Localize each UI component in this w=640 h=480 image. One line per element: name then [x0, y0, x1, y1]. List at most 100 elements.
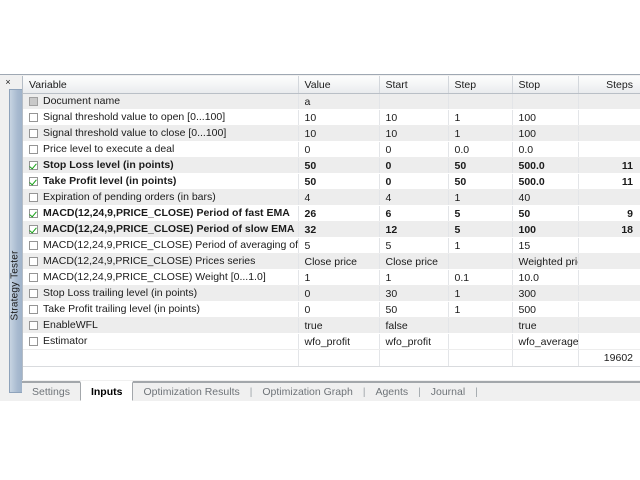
cell-step[interactable]: 0.0 [448, 141, 513, 158]
cell-stop[interactable]: 100 [512, 221, 579, 238]
table-row[interactable]: MACD(12,24,9,PRICE_CLOSE) Prices series C… [23, 253, 640, 270]
table-row[interactable]: MACD(12,24,9,PRICE_CLOSE) Period of aver… [23, 237, 640, 254]
cell-stop[interactable] [512, 93, 579, 110]
tab-agents[interactable]: Agents [375, 386, 409, 398]
table-row[interactable]: MACD(12,24,9,PRICE_CLOSE) Period of fast… [23, 205, 640, 222]
checkbox-unchecked-icon[interactable] [29, 129, 38, 138]
cell-step[interactable]: 50 [448, 157, 513, 174]
cell-variable[interactable]: Signal threshold value to close [0...100… [23, 125, 299, 142]
table-row[interactable]: Stop Loss trailing level (in points) 0 30 1… [23, 285, 640, 302]
cell-step[interactable]: 5 [448, 221, 513, 238]
cell-variable[interactable]: Price level to execute a deal [23, 141, 299, 158]
cell-stop[interactable]: 40 [512, 189, 579, 206]
cell-stop[interactable]: true [512, 317, 579, 334]
cell-step[interactable]: 1 [448, 109, 513, 126]
tab-inputs[interactable]: Inputs [79, 381, 134, 401]
checkbox-unchecked-icon[interactable] [29, 241, 38, 250]
cell-step[interactable]: 1 [448, 125, 513, 142]
checkbox-unchecked-icon[interactable] [29, 257, 38, 266]
cell-start[interactable]: false [379, 317, 449, 334]
column-header-value[interactable]: Value [298, 76, 380, 94]
cell-start[interactable]: 6 [379, 205, 449, 222]
cell-stop[interactable]: 100 [512, 125, 579, 142]
checkbox-unchecked-icon[interactable] [29, 145, 38, 154]
dock-tab-strategy-tester[interactable]: Strategy Tester [9, 89, 22, 393]
table-row[interactable]: MACD(12,24,9,PRICE_CLOSE) Weight [0...1.… [23, 269, 640, 286]
tab-optimization-results[interactable]: Optimization Results [143, 386, 240, 398]
cell-stop[interactable]: 100 [512, 109, 579, 126]
cell-start[interactable]: Close price [379, 253, 449, 270]
column-header-steps[interactable]: Steps [578, 76, 640, 94]
cell-step[interactable]: 0.1 [448, 269, 513, 286]
cell-stop[interactable]: 300 [512, 285, 579, 302]
cell-value[interactable]: 26 [298, 205, 380, 222]
cell-start[interactable]: 0 [379, 141, 449, 158]
cell-variable[interactable]: Document name [23, 93, 299, 110]
cell-value[interactable]: true [298, 317, 380, 334]
table-row[interactable]: Estimator wfo_profit wfo_profit wfo_average [23, 333, 640, 350]
cell-step[interactable] [448, 253, 513, 270]
cell-start[interactable]: 30 [379, 285, 449, 302]
cell-value[interactable]: 4 [298, 189, 380, 206]
cell-variable[interactable]: Take Profit level (in points) [23, 173, 299, 190]
cell-step[interactable]: 50 [448, 173, 513, 190]
cell-step[interactable]: 5 [448, 205, 513, 222]
checkbox-checked-icon[interactable] [29, 161, 38, 170]
cell-value[interactable]: 32 [298, 221, 380, 238]
column-header-step[interactable]: Step [448, 76, 513, 94]
cell-start[interactable]: wfo_profit [379, 333, 449, 350]
tab-optimization-graph[interactable]: Optimization Graph [262, 386, 353, 398]
cell-start[interactable]: 4 [379, 189, 449, 206]
checkbox-unchecked-icon[interactable] [29, 113, 38, 122]
cell-value[interactable]: 10 [298, 109, 380, 126]
cell-value[interactable]: 0 [298, 141, 380, 158]
cell-stop[interactable]: Weighted price [512, 253, 579, 270]
cell-variable[interactable]: MACD(12,24,9,PRICE_CLOSE) Weight [0...1.… [23, 269, 299, 286]
cell-value[interactable]: 5 [298, 237, 380, 254]
checkbox-unchecked-icon[interactable] [29, 305, 38, 314]
table-row[interactable]: Document name a [23, 93, 640, 110]
cell-start[interactable]: 1 [379, 269, 449, 286]
cell-value[interactable]: 10 [298, 125, 380, 142]
table-row[interactable]: Price level to execute a deal 0 0 0.0 0.0 [23, 141, 640, 158]
close-icon[interactable]: × [5, 77, 11, 87]
cell-start[interactable]: 5 [379, 237, 449, 254]
cell-stop[interactable]: 500.0 [512, 157, 579, 174]
cell-value[interactable]: 50 [298, 157, 380, 174]
cell-stop[interactable]: 15 [512, 237, 579, 254]
cell-value[interactable]: 0 [298, 301, 380, 318]
tab-journal[interactable]: Journal [430, 386, 466, 398]
checkbox-unchecked-icon[interactable] [29, 273, 38, 282]
cell-start[interactable]: 10 [379, 125, 449, 142]
table-row[interactable]: EnableWFL true false true [23, 317, 640, 334]
checkbox-unchecked-icon[interactable] [29, 193, 38, 202]
column-header-stop[interactable]: Stop [512, 76, 579, 94]
column-header-start[interactable]: Start [379, 76, 449, 94]
table-row[interactable]: MACD(12,24,9,PRICE_CLOSE) Period of slow… [23, 221, 640, 238]
cell-value[interactable]: Close price [298, 253, 380, 270]
table-row[interactable]: Signal threshold value to close [0...100… [23, 125, 640, 142]
cell-variable[interactable]: Stop Loss level (in points) [23, 157, 299, 174]
table-row[interactable]: Stop Loss level (in points) 50 0 50 500.0 11 [23, 157, 640, 174]
cell-start[interactable]: 50 [379, 301, 449, 318]
table-row[interactable]: Signal threshold value to open [0...100]… [23, 109, 640, 126]
table-row[interactable]: Take Profit trailing level (in points) 0 5… [23, 301, 640, 318]
cell-start[interactable]: 0 [379, 173, 449, 190]
cell-stop[interactable]: wfo_average [512, 333, 579, 350]
cell-variable[interactable]: MACD(12,24,9,PRICE_CLOSE) Period of slow… [23, 221, 299, 238]
checkbox-unchecked-icon[interactable] [29, 289, 38, 298]
cell-variable[interactable]: MACD(12,24,9,PRICE_CLOSE) Period of aver… [23, 237, 299, 254]
cell-value[interactable]: a [298, 93, 380, 110]
tab-settings[interactable]: Settings [32, 386, 70, 398]
column-header-variable[interactable]: Variable [23, 76, 299, 94]
checkbox-checked-icon[interactable] [29, 225, 38, 234]
cell-step[interactable] [448, 93, 513, 110]
cell-step[interactable] [448, 333, 513, 350]
cell-stop[interactable]: 0.0 [512, 141, 579, 158]
cell-variable[interactable]: Signal threshold value to open [0...100] [23, 109, 299, 126]
cell-value[interactable]: 0 [298, 285, 380, 302]
checkbox-unchecked-icon[interactable] [29, 321, 38, 330]
cell-step[interactable]: 1 [448, 237, 513, 254]
cell-variable[interactable]: MACD(12,24,9,PRICE_CLOSE) Period of fast… [23, 205, 299, 222]
cell-start[interactable]: 10 [379, 109, 449, 126]
